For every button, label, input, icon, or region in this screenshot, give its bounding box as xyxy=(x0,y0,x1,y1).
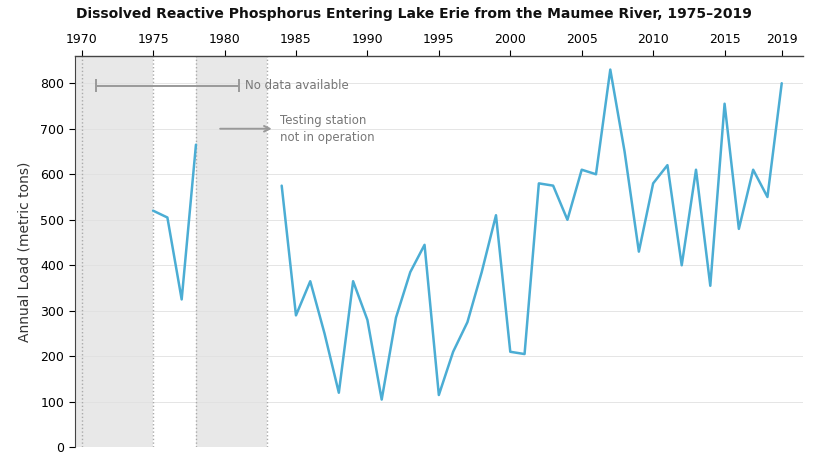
Y-axis label: Annual Load (metric tons): Annual Load (metric tons) xyxy=(17,161,31,342)
Text: Dissolved Reactive Phosphorus Entering Lake Erie from the Maumee River, 1975–201: Dissolved Reactive Phosphorus Entering L… xyxy=(76,7,751,21)
Bar xyxy=(74,56,153,447)
Text: Testing station
not in operation: Testing station not in operation xyxy=(280,114,375,144)
Text: No data available: No data available xyxy=(244,79,348,92)
Bar xyxy=(196,56,267,447)
